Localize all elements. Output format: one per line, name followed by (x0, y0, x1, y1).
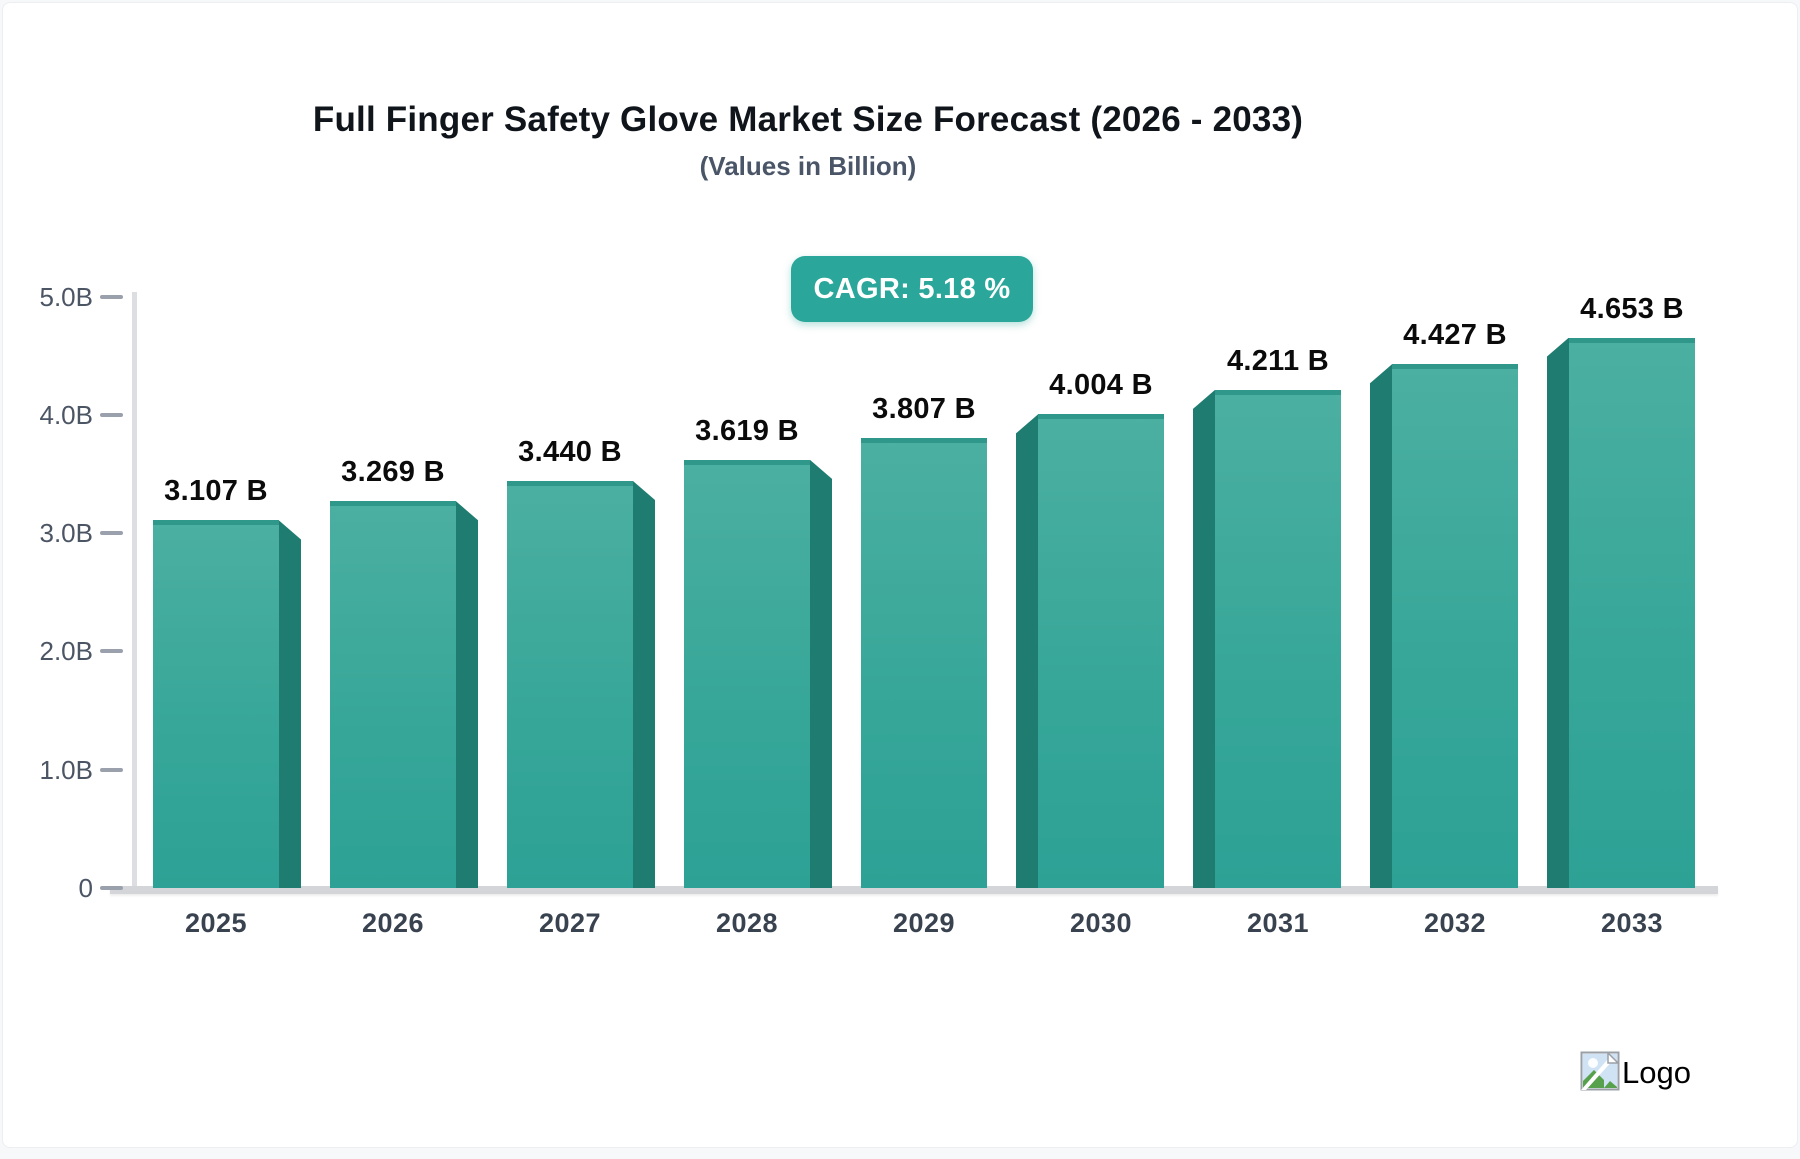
y-axis-tick (100, 294, 123, 299)
y-axis-label: 2.0B (39, 636, 94, 667)
bar-2028 (684, 459, 810, 888)
bar-2032 (1392, 364, 1518, 888)
bar-value-label-2033: 4.653 B (1580, 292, 1684, 325)
bar-value-label-2031: 4.211 B (1226, 344, 1330, 377)
bar-value-label-2032: 4.427 B (1403, 319, 1507, 352)
x-axis-baseline (110, 886, 1718, 894)
bar-2025 (153, 520, 279, 888)
broken-image-icon (1580, 1051, 1620, 1091)
logo: Logo (1580, 1043, 1691, 1091)
bar-2030 (1038, 414, 1164, 888)
logo-text: Logo (1622, 1054, 1691, 1090)
bar-value-label-2027: 3.440 B (518, 436, 622, 469)
bar-side-2026 (456, 501, 478, 888)
x-axis-label-2033: 2033 (1600, 908, 1664, 938)
bar-side-2025 (279, 520, 301, 888)
x-axis-label-2026: 2026 (361, 908, 425, 938)
y-axis-label: 4.0B (39, 399, 94, 430)
bar-value-label-2025: 3.107 B (164, 475, 268, 508)
plot-area: 5.0B 4.0B 3.0B 2.0B 1.0B 0 3.107 B 2025 3.269 B 2… (3, 3, 1800, 1159)
y-axis-label: 3.0B (39, 518, 94, 549)
y-axis-label: 5.0B (39, 281, 94, 312)
bar-value-label-2026: 3.269 B (341, 456, 445, 489)
x-axis-label-2029: 2029 (892, 908, 956, 938)
bar-side-2030 (1016, 414, 1038, 888)
bar-2033 (1569, 337, 1695, 888)
cagr-badge: CAGR: 5.18 % (791, 256, 1033, 322)
bar-2026 (330, 501, 456, 888)
bar-side-2033 (1547, 337, 1569, 888)
x-axis-label-2031: 2031 (1246, 908, 1310, 938)
y-axis-label: 0 (78, 873, 93, 903)
bar-side-2028 (810, 459, 832, 888)
x-axis-label-2030: 2030 (1069, 908, 1133, 938)
x-axis-label-2028: 2028 (715, 908, 779, 938)
bar-side-2031 (1193, 389, 1215, 888)
bar-2027 (507, 481, 633, 888)
bar-value-label-2030: 4.004 B (1049, 369, 1153, 402)
bar-side-2027 (633, 481, 655, 888)
y-axis-tick (100, 767, 123, 772)
x-axis-label-2027: 2027 (538, 908, 602, 938)
bar-2031 (1215, 389, 1341, 888)
y-axis-label: 1.0B (39, 754, 94, 785)
x-axis-label-2032: 2032 (1423, 908, 1487, 938)
y-axis-tick (100, 886, 123, 890)
y-axis-line (132, 292, 137, 892)
bar-side-2032 (1370, 364, 1392, 888)
chart-title: Full Finger Safety Glove Market Size For… (312, 100, 1304, 139)
chart-subtitle: (Values in Billion) (699, 151, 917, 181)
x-axis-label-2025: 2025 (184, 908, 248, 938)
y-axis-tick (100, 531, 123, 536)
y-axis-tick (100, 412, 123, 417)
bar-value-label-2028: 3.619 B (695, 414, 799, 447)
bar-value-label-2029: 3.807 B (872, 392, 976, 425)
bar-2029 (861, 437, 987, 888)
y-axis-tick (100, 649, 123, 654)
